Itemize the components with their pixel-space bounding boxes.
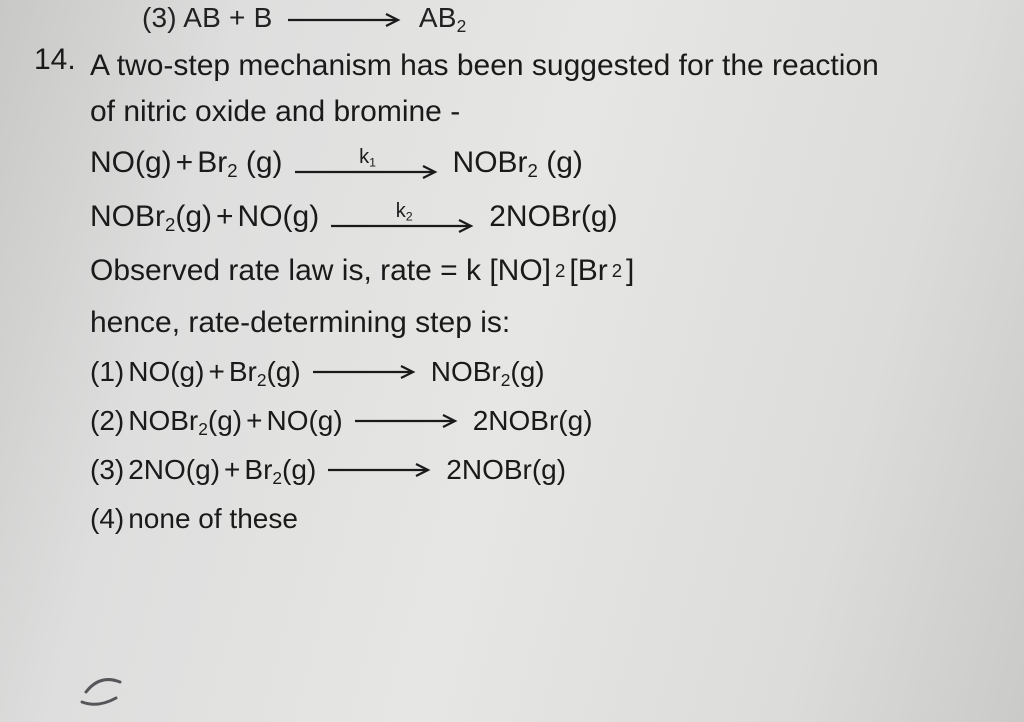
- obs-pre: Observed rate law is, rate = k [NO]: [90, 244, 551, 298]
- question-number: 14.: [34, 43, 76, 77]
- observed-rate-law: Observed rate law is, rate = k [NO]2[Br2…: [90, 244, 996, 298]
- prev-rhs: AB: [419, 2, 457, 33]
- option-1: (1) NO(g) + Br2(g) NOBr2(g): [90, 347, 996, 396]
- option-4: (4) none of these: [90, 494, 996, 543]
- opt3-plus: +: [224, 445, 240, 494]
- opt2-arrow: [353, 414, 463, 428]
- prev-plus: +: [229, 2, 246, 33]
- opt1-a: NO(g): [128, 347, 204, 396]
- opt3-num: (3): [90, 445, 124, 494]
- option-2: (2) NOBr2(g) + NO(g) 2NOBr(g): [90, 396, 996, 445]
- opt2-num: (2): [90, 396, 124, 445]
- eq2-plus: +: [216, 190, 234, 244]
- opt3-arrow: [326, 463, 436, 477]
- opt3-a: 2NO(g): [128, 445, 220, 494]
- eq1-arrow: k1: [293, 147, 443, 179]
- opt1-plus: +: [208, 347, 224, 396]
- prev-option-num: (3): [142, 2, 177, 33]
- obs-post: ]: [626, 244, 634, 298]
- question-line-1: A two-step mechanism has been suggested …: [90, 43, 996, 90]
- eq1-a: NO(g): [90, 136, 172, 190]
- eq2-arrow: k2: [329, 201, 479, 233]
- eq2-b: NO(g): [238, 190, 320, 244]
- eq1-plus: +: [176, 136, 194, 190]
- opt2-b: NO(g): [266, 396, 342, 445]
- previous-question-fragment: (3) AB + B AB2: [90, 0, 996, 37]
- equation-2: NOBr2(g) + NO(g) k2 2NOBr(g): [90, 190, 996, 244]
- opt3-r: 2NOBr(g): [446, 445, 566, 494]
- prev-rhs-sub: 2: [457, 16, 467, 36]
- eq2-a: NOBr2(g): [90, 190, 212, 244]
- prev-lhs-b: B: [254, 2, 273, 33]
- prev-arrow: [286, 13, 406, 27]
- opt3-b: Br2(g): [244, 445, 316, 494]
- eq2-r: 2NOBr(g): [489, 190, 617, 244]
- opt2-plus: +: [246, 396, 262, 445]
- pen-mark-icon: [80, 668, 136, 708]
- opt1-arrow: [311, 365, 421, 379]
- eq1-b: Br2 (g): [197, 136, 282, 190]
- opt2-r: 2NOBr(g): [473, 396, 593, 445]
- obs-mid: [Br: [569, 244, 607, 298]
- equation-1: NO(g) + Br2 (g) k1 NOBr2 (g): [90, 136, 996, 190]
- option-3: (3) 2NO(g) + Br2(g) 2NOBr(g): [90, 445, 996, 494]
- opt2-a: NOBr2(g): [128, 396, 242, 445]
- obs-sup: 2: [555, 254, 565, 287]
- question-line-2: of nitric oxide and bromine -: [90, 89, 996, 136]
- prev-lhs-a: AB: [183, 2, 221, 33]
- page: (3) AB + B AB2 14. A two-step mechanism …: [0, 0, 1024, 722]
- question-block: 14. A two-step mechanism has been sugges…: [90, 43, 996, 544]
- opt1-b: Br2(g): [229, 347, 301, 396]
- eq1-r: NOBr2 (g): [453, 136, 583, 190]
- opt4-num: (4): [90, 494, 124, 543]
- question-stem: hence, rate-determining step is:: [90, 298, 996, 348]
- opt4-text: none of these: [128, 494, 298, 543]
- opt1-num: (1): [90, 347, 124, 396]
- obs-sub: 2: [612, 254, 622, 287]
- opt1-r: NOBr2(g): [431, 347, 545, 396]
